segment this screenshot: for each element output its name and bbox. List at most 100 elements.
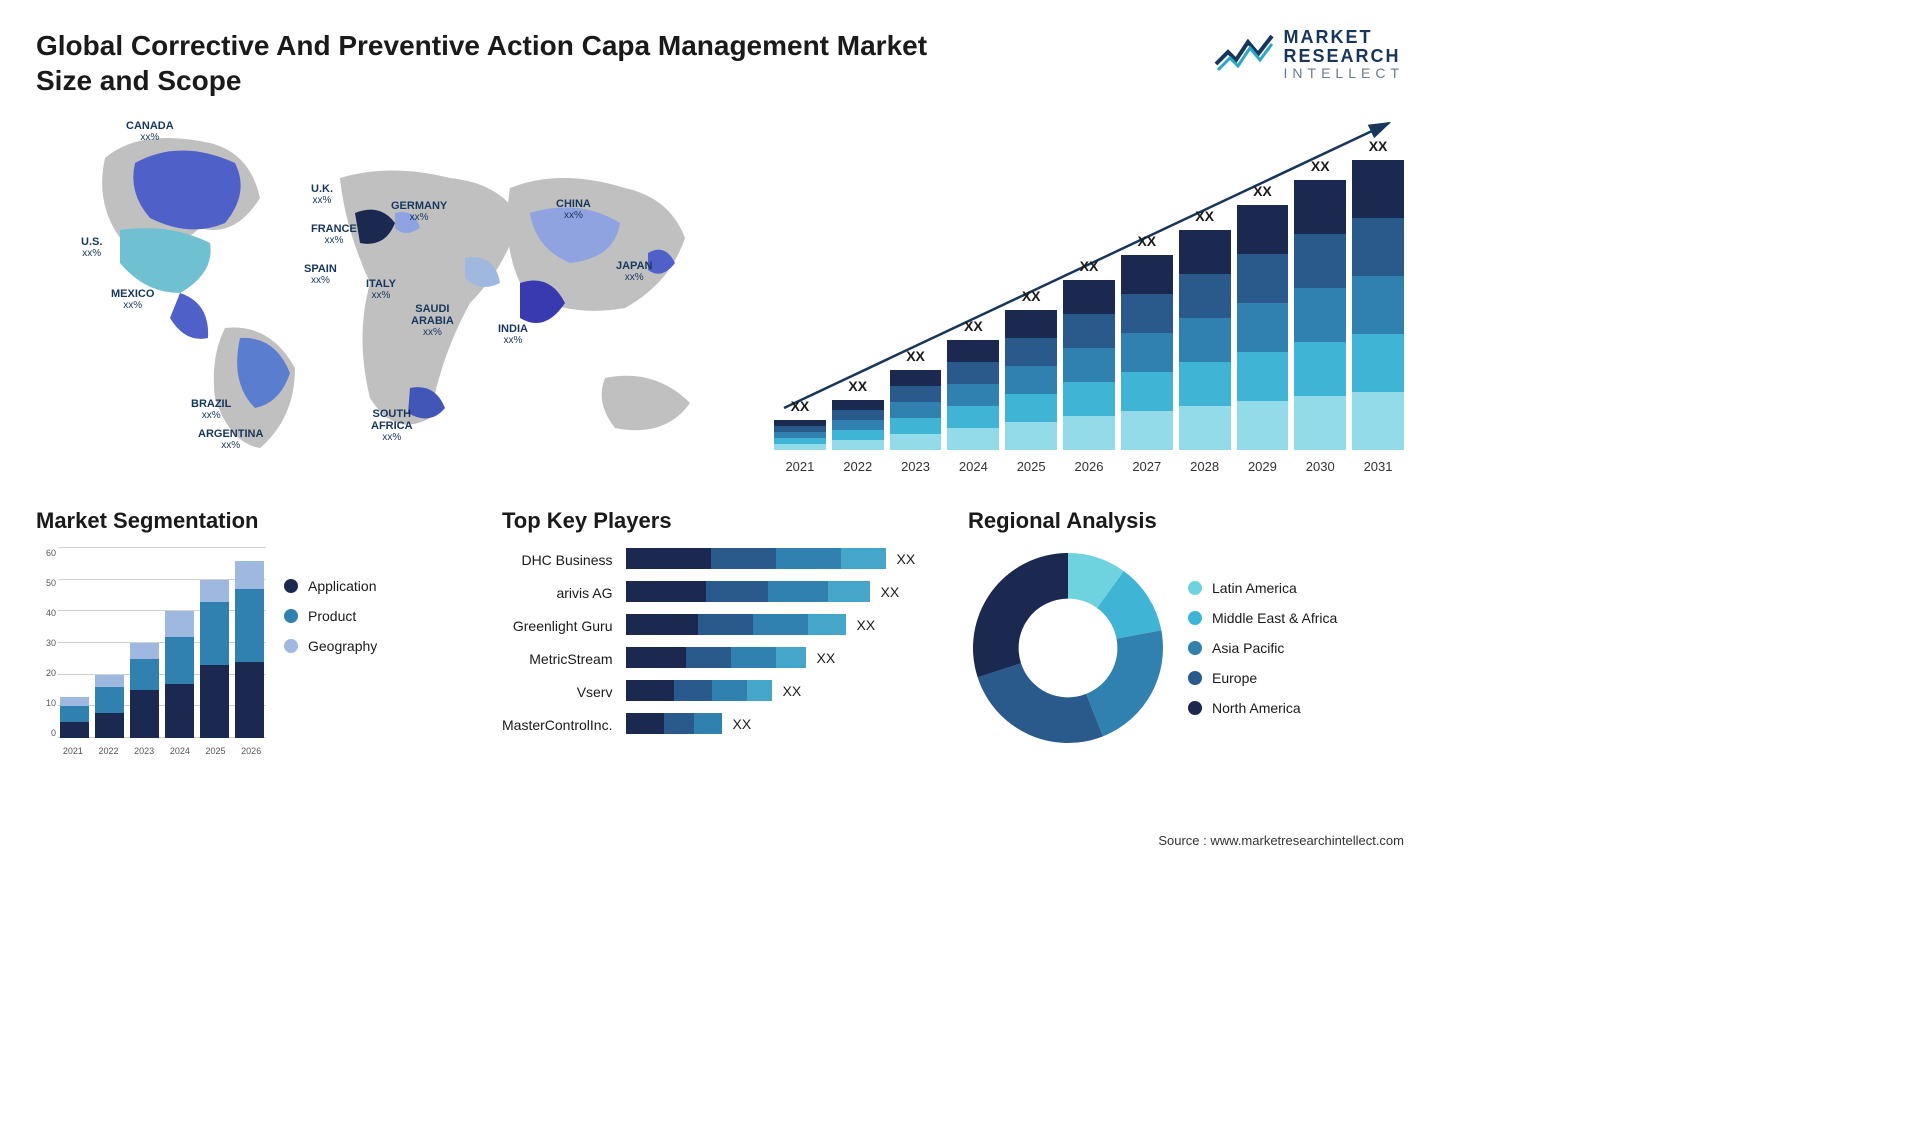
player-row: XX	[626, 548, 938, 569]
growth-year: 2024	[947, 459, 999, 474]
growth-bar: XX	[1179, 230, 1231, 450]
map-label: CANADAxx%	[126, 120, 174, 143]
seg-bar	[200, 580, 229, 738]
growth-year: 2027	[1121, 459, 1173, 474]
growth-bar-label: XX	[774, 398, 826, 414]
map-label: BRAZILxx%	[191, 398, 231, 421]
growth-chart: XXXXXXXXXXXXXXXXXXXXXX 20212022202320242…	[774, 108, 1404, 478]
map-label: SAUDIARABIAxx%	[411, 303, 454, 338]
map-label: SOUTHAFRICAxx%	[371, 408, 413, 443]
seg-bar	[60, 697, 89, 738]
growth-bar-label: XX	[1237, 183, 1289, 199]
legend-item: Asia Pacific	[1188, 640, 1337, 656]
legend-item: Geography	[284, 638, 377, 654]
growth-year: 2025	[1005, 459, 1057, 474]
growth-bar-label: XX	[1063, 258, 1115, 274]
map-label: U.K.xx%	[311, 183, 333, 206]
growth-bar: XX	[947, 340, 999, 450]
growth-year: 2028	[1179, 459, 1231, 474]
growth-year: 2022	[832, 459, 884, 474]
map-label: ARGENTINAxx%	[198, 428, 263, 451]
segmentation-legend: ApplicationProductGeography	[284, 548, 377, 758]
growth-bar: XX	[1121, 255, 1173, 450]
growth-bar: XX	[832, 400, 884, 450]
world-map: CANADAxx% U.S.xx% MEXICOxx% BRAZILxx% ARGENT…	[36, 108, 744, 478]
map-label: MEXICOxx%	[111, 288, 154, 311]
legend-item: Middle East & Africa	[1188, 610, 1337, 626]
seg-bar	[165, 611, 194, 738]
player-name: Greenlight Guru	[502, 616, 612, 637]
logo-line2: RESEARCH	[1284, 47, 1404, 66]
segmentation-title: Market Segmentation	[36, 508, 472, 534]
legend-item: North America	[1188, 700, 1337, 716]
growth-bar-label: XX	[1121, 233, 1173, 249]
growth-bar: XX	[774, 420, 826, 450]
growth-bar-label: XX	[1352, 138, 1404, 154]
seg-bar	[95, 675, 124, 738]
growth-bar-label: XX	[1005, 288, 1057, 304]
seg-bar	[130, 643, 159, 738]
legend-item: Europe	[1188, 670, 1337, 686]
growth-bar: XX	[1352, 160, 1404, 450]
growth-bar-label: XX	[890, 348, 942, 364]
growth-bar: XX	[1237, 205, 1289, 450]
player-value: XX	[732, 716, 751, 732]
growth-bar: XX	[890, 370, 942, 450]
regional-donut	[968, 548, 1168, 748]
growth-year: 2023	[890, 459, 942, 474]
logo-icon	[1214, 34, 1274, 74]
player-value: XX	[856, 617, 875, 633]
page-title: Global Corrective And Preventive Action …	[36, 28, 936, 98]
regional-title: Regional Analysis	[968, 508, 1404, 534]
player-name: DHC Business	[502, 550, 612, 571]
logo-line1: MARKET	[1284, 28, 1404, 47]
map-label: FRANCExx%	[311, 223, 357, 246]
regional-panel: Regional Analysis Latin America Middle Ea…	[968, 508, 1404, 758]
seg-bar	[235, 561, 264, 738]
legend-item: Product	[284, 608, 377, 624]
logo-line3: INTELLECT	[1284, 66, 1404, 81]
map-label: INDIAxx%	[498, 323, 528, 346]
growth-year: 2031	[1352, 459, 1404, 474]
map-label: CHINAxx%	[556, 198, 591, 221]
growth-year: 2029	[1237, 459, 1289, 474]
player-row: XX	[626, 647, 938, 668]
player-row: XX	[626, 713, 938, 734]
growth-bar-label: XX	[1294, 158, 1346, 174]
player-name: MasterControlInc.	[502, 715, 612, 736]
segmentation-chart: 6050403020100 202120222023202420252026	[36, 548, 266, 758]
growth-bar: XX	[1294, 180, 1346, 450]
player-value: XX	[880, 584, 899, 600]
players-title: Top Key Players	[502, 508, 938, 534]
growth-bar-label: XX	[1179, 208, 1231, 224]
player-value: XX	[816, 650, 835, 666]
player-value: XX	[782, 683, 801, 699]
player-row: XX	[626, 680, 938, 701]
legend-item: Latin America	[1188, 580, 1337, 596]
growth-year: 2026	[1063, 459, 1115, 474]
growth-year: 2021	[774, 459, 826, 474]
map-label: JAPANxx%	[616, 260, 652, 283]
player-value: XX	[896, 551, 915, 567]
regional-legend: Latin America Middle East & Africa Asia Pa…	[1188, 580, 1337, 716]
player-name: arivis AG	[502, 583, 612, 604]
player-row: XX	[626, 614, 938, 635]
brand-logo: MARKET RESEARCH INTELLECT	[1214, 28, 1404, 80]
players-panel: Top Key Players DHC Business arivis AG Gre…	[502, 508, 938, 758]
player-name: Vserv	[502, 682, 612, 703]
growth-year: 2030	[1294, 459, 1346, 474]
player-row: XX	[626, 581, 938, 602]
growth-bar: XX	[1005, 310, 1057, 450]
player-name: MetricStream	[502, 649, 612, 670]
donut-slice	[1086, 630, 1163, 736]
segmentation-panel: Market Segmentation 6050403020100 202120…	[36, 508, 472, 758]
source-text: Source : www.marketresearchintellect.com	[1158, 833, 1404, 848]
donut-slice	[973, 553, 1068, 677]
donut-slice	[978, 663, 1103, 743]
growth-bar-label: XX	[832, 378, 884, 394]
map-label: ITALYxx%	[366, 278, 396, 301]
growth-bar-label: XX	[947, 318, 999, 334]
map-label: U.S.xx%	[81, 236, 102, 259]
growth-bar: XX	[1063, 280, 1115, 450]
map-label: SPAINxx%	[304, 263, 337, 286]
